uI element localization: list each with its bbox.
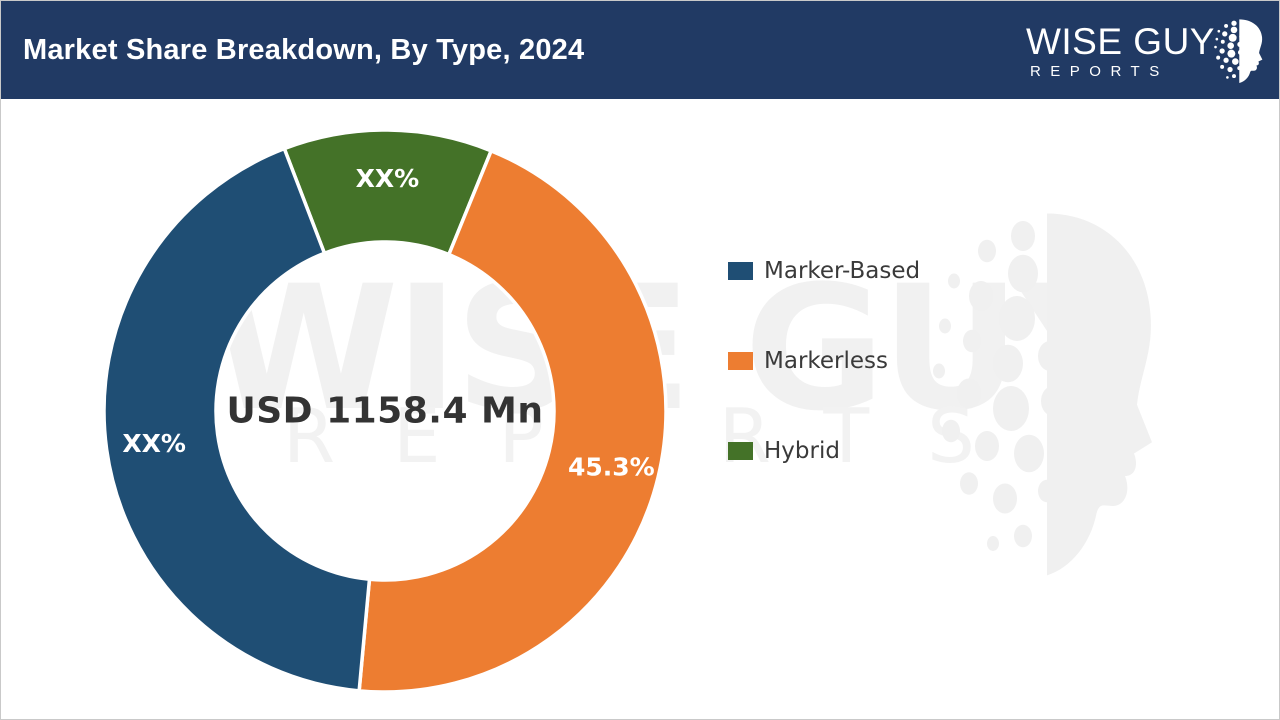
- legend: Marker-Based Markerless Hybrid: [728, 259, 920, 529]
- legend-item-markerless: Markerless: [728, 349, 920, 373]
- legend-item-marker-based: Marker-Based: [728, 259, 920, 283]
- legend-label: Hybrid: [764, 437, 840, 464]
- legend-label: Markerless: [764, 347, 889, 374]
- legend-swatch-markerless: [728, 352, 753, 370]
- chart-center-value: USD 1158.4 Mn: [226, 390, 544, 432]
- logo-title: WISE GUY: [1025, 20, 1215, 62]
- legend-label: Marker-Based: [764, 257, 921, 284]
- legend-swatch-hybrid: [728, 442, 753, 460]
- page-title: Market Share Breakdown, By Type, 2024: [23, 33, 585, 66]
- slice-label-hybrid: XX%: [356, 164, 420, 193]
- logo-wordmark: WISE GUY REPORTS: [1026, 23, 1215, 80]
- header: Market Share Breakdown, By Type, 2024 WI…: [1, 1, 1279, 99]
- wise-guy-logo: WISE GUY REPORTS: [1026, 7, 1267, 95]
- legend-swatch-marker-based: [728, 262, 753, 280]
- legend-item-hybrid: Hybrid: [728, 439, 920, 463]
- logo-face-icon: [1214, 19, 1263, 84]
- slice-hybrid: [282, 128, 493, 257]
- logo-subtitle: REPORTS: [1029, 62, 1169, 80]
- slice-label-marker-based: XX%: [122, 429, 186, 458]
- slice-label-markerless: 45.3%: [568, 452, 655, 481]
